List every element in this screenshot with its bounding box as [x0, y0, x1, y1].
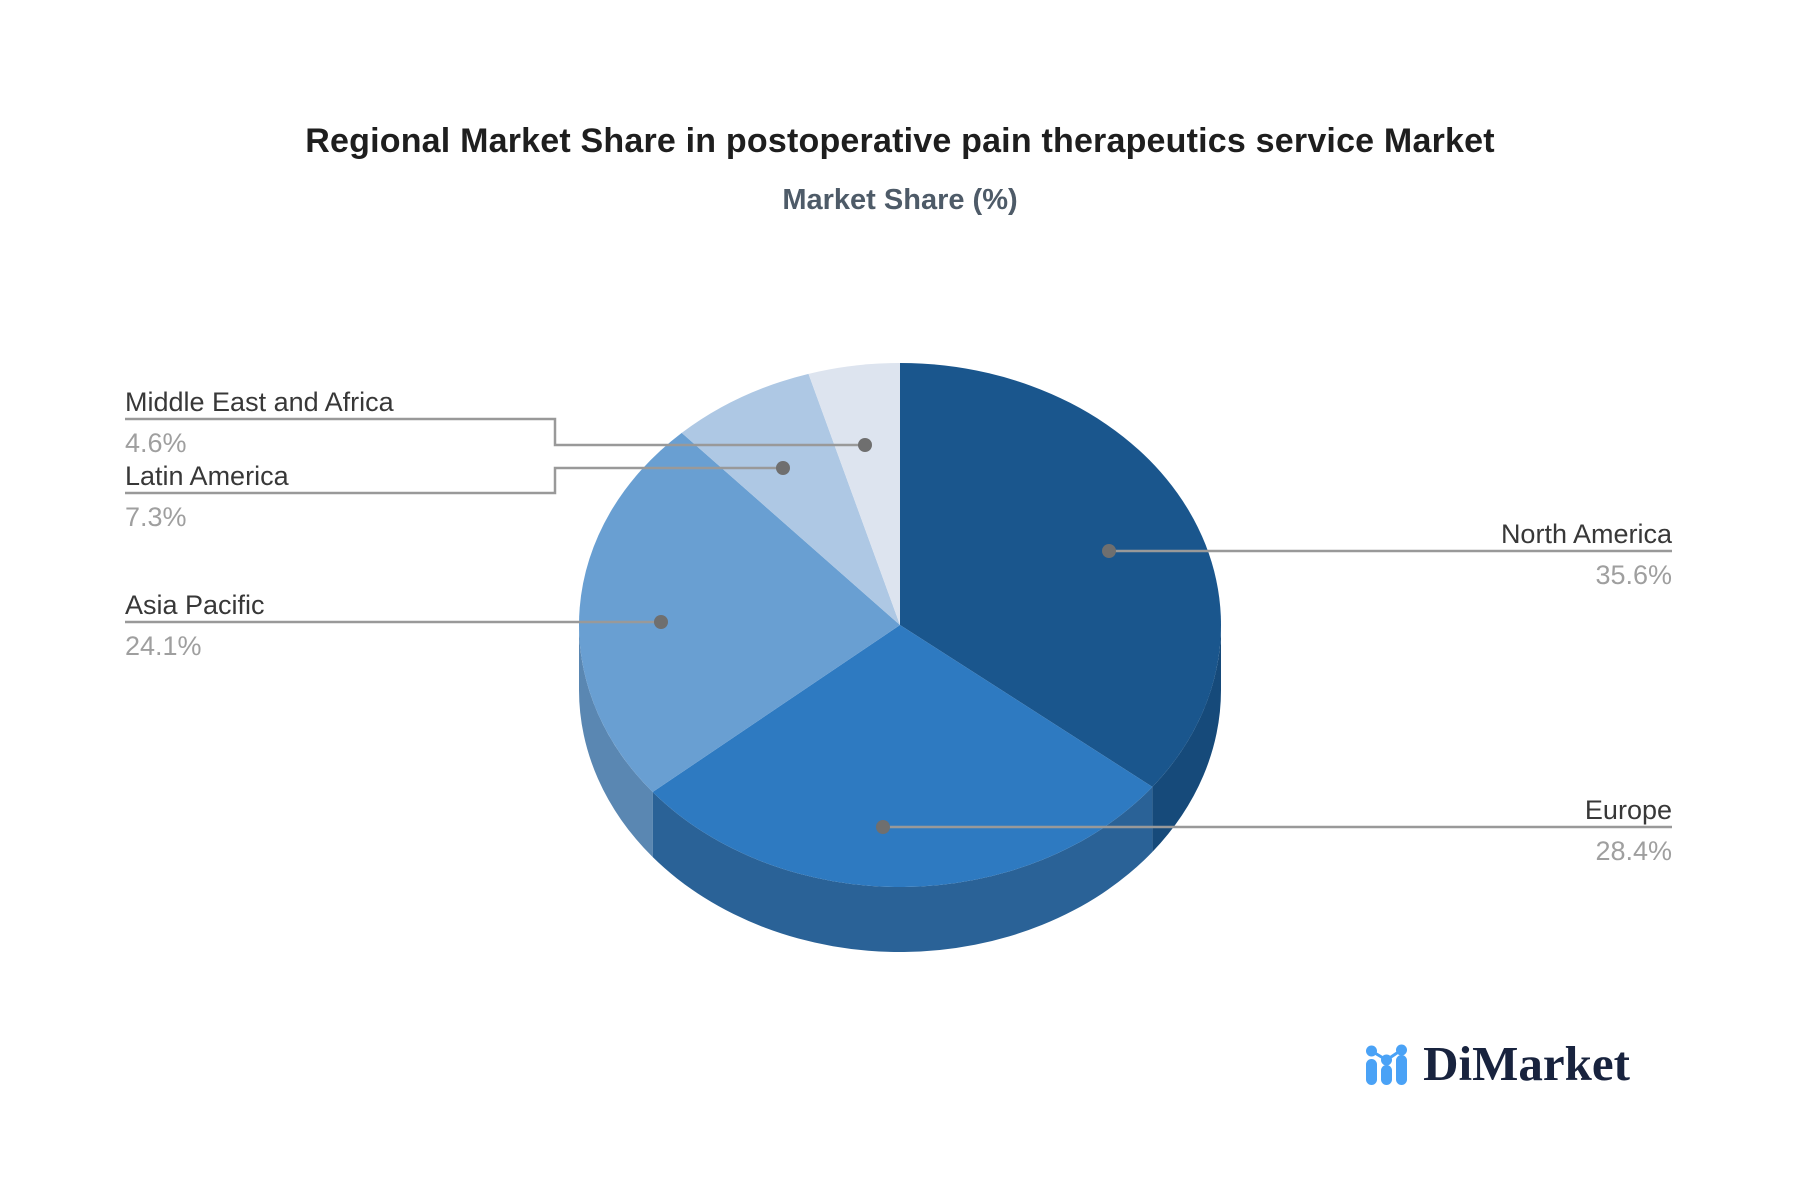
chart-title: Regional Market Share in postoperative p…: [305, 122, 1495, 160]
leader-line: [125, 466, 783, 495]
slice-percent-europe: 28.4%: [1595, 836, 1672, 866]
slice-label-latin-america: Latin America: [125, 461, 289, 491]
leader-dot: [858, 438, 872, 452]
leader-dot: [776, 461, 790, 475]
leader-dot: [654, 615, 668, 629]
pie-slice-north-america[interactable]: [900, 363, 1222, 787]
logo: DiMarket: [1365, 1036, 1630, 1091]
slice-percent-middle-east-and-africa: 4.6%: [125, 428, 187, 458]
pie-slice-side: [1152, 625, 1221, 852]
slice-label-north-america: North America: [1500, 519, 1672, 549]
logo-text: DiMarket: [1423, 1036, 1630, 1091]
slice-percent-asia-pacific: 24.1%: [125, 631, 202, 661]
pie-slice-side: [652, 786, 1153, 953]
slice-percent-north-america: 35.6%: [1595, 560, 1672, 590]
slice-label-asia-pacific: Asia Pacific: [125, 590, 265, 620]
pie-slice-middle-east-and-africa[interactable]: [808, 363, 900, 625]
chart-subtitle: Market Share (%): [782, 184, 1018, 216]
pie-slice-side: [579, 625, 653, 858]
pie-slice-asia-pacific[interactable]: [578, 432, 900, 793]
slice-label-europe: Europe: [1584, 795, 1672, 825]
pie-slice-latin-america[interactable]: [681, 373, 900, 625]
leader-dot: [876, 820, 890, 834]
slice-label-middle-east-and-africa: Middle East and Africa: [125, 387, 394, 417]
slice-percent-latin-america: 7.3%: [125, 502, 187, 532]
leader-line: [125, 417, 865, 447]
bar-chart-icon: [1366, 1044, 1408, 1085]
leader-dot: [1102, 544, 1116, 558]
pie-slice-europe[interactable]: [652, 625, 1153, 888]
